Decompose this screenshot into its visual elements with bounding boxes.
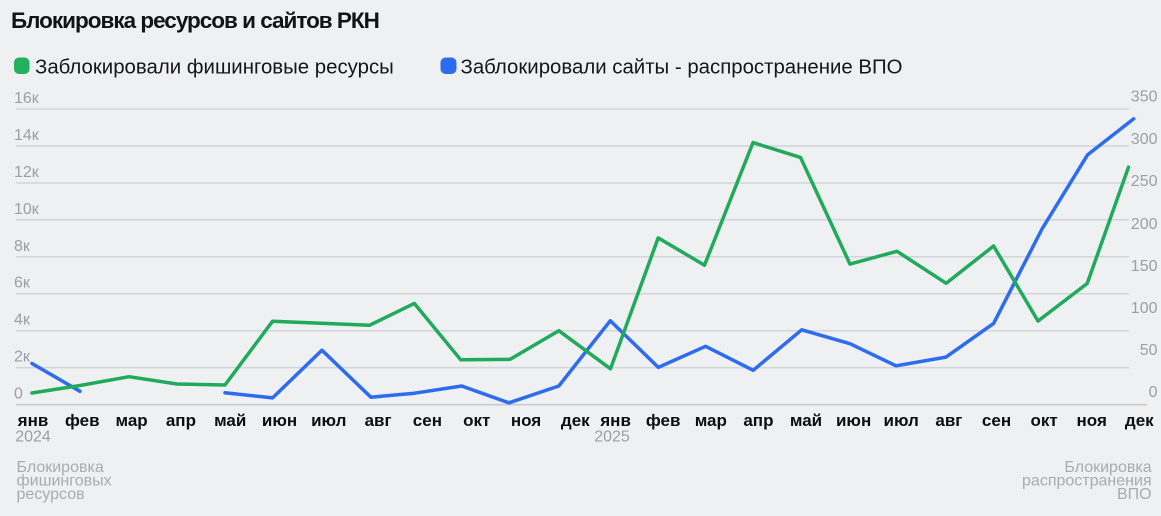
svg-text:фев: фев [65,411,100,430]
svg-text:100: 100 [1131,300,1158,317]
svg-text:дек: дек [561,411,590,430]
svg-text:апр: апр [743,411,773,430]
svg-text:окт: окт [463,411,490,430]
svg-text:8к: 8к [14,238,31,255]
svg-text:300: 300 [1131,131,1158,148]
svg-text:авг: авг [935,411,962,430]
svg-text:сен: сен [982,411,1011,430]
svg-text:0: 0 [1149,384,1158,401]
svg-text:ВПО: ВПО [1117,486,1152,503]
svg-text:Блокировка: Блокировка [17,459,104,476]
svg-text:10к: 10к [14,201,40,218]
svg-text:4к: 4к [14,312,31,329]
svg-text:14к: 14к [14,127,40,144]
svg-text:6к: 6к [14,275,31,292]
svg-text:фев: фев [646,411,681,430]
svg-text:сен: сен [413,411,442,430]
svg-text:июл: июл [311,411,346,430]
svg-text:июн: июн [836,411,871,430]
svg-text:фишинговых: фишинговых [17,473,112,490]
svg-text:Заблокировали сайты - распрост: Заблокировали сайты - распространение ВП… [461,57,903,79]
svg-text:ресурсов: ресурсов [17,486,85,503]
svg-text:2024: 2024 [15,429,51,446]
svg-text:июл: июл [884,411,919,430]
svg-text:350: 350 [1131,89,1158,106]
svg-text:ноя: ноя [511,411,541,430]
svg-text:50: 50 [1140,342,1158,359]
svg-text:Блокировка ресурсов и сайтов Р: Блокировка ресурсов и сайтов РКН [11,8,379,33]
svg-text:янв: янв [599,411,631,430]
svg-text:250: 250 [1131,173,1158,190]
svg-text:июн: июн [262,411,297,430]
svg-text:2к: 2к [14,349,31,366]
svg-text:апр: апр [166,411,196,430]
svg-text:16к: 16к [14,90,40,107]
svg-text:май: май [214,411,246,430]
svg-text:2025: 2025 [594,429,630,446]
svg-text:ноя: ноя [1077,411,1107,430]
svg-text:0: 0 [14,386,23,403]
svg-text:200: 200 [1131,216,1158,233]
svg-text:150: 150 [1131,258,1158,275]
svg-text:дек: дек [1125,411,1154,430]
svg-text:янв: янв [17,411,49,430]
svg-text:мар: мар [695,411,727,430]
svg-text:распространения: распространения [1022,473,1152,490]
svg-text:12к: 12к [14,164,40,181]
svg-text:окт: окт [1030,411,1057,430]
svg-text:Заблокировали фишинговые ресур: Заблокировали фишинговые ресурсы [35,57,394,79]
svg-text:Блокировка: Блокировка [1064,459,1151,476]
svg-text:мар: мар [115,411,147,430]
svg-text:май: май [790,411,822,430]
svg-text:авг: авг [365,411,392,430]
